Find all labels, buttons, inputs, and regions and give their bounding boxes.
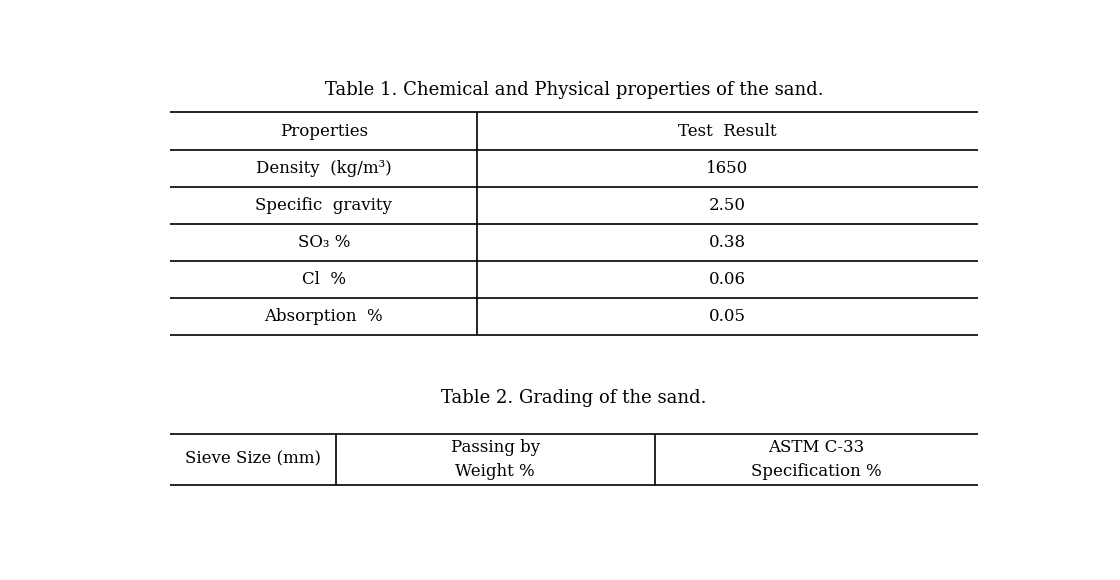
Text: 0.38: 0.38 (709, 234, 746, 251)
Text: Specific  gravity: Specific gravity (255, 197, 392, 214)
Text: 0.05: 0.05 (709, 309, 746, 325)
Text: Absorption  %: Absorption % (264, 309, 383, 325)
Text: Passing by
Weight %: Passing by Weight % (450, 439, 540, 480)
Text: 0.06: 0.06 (709, 271, 746, 288)
Text: Density  (kg/m³): Density (kg/m³) (255, 160, 392, 177)
Text: SO₃ %: SO₃ % (298, 234, 349, 251)
Text: ASTM C-33
Specification %: ASTM C-33 Specification % (750, 439, 881, 480)
Text: Sieve Size (mm): Sieve Size (mm) (185, 451, 321, 467)
Text: Cl  %: Cl % (301, 271, 346, 288)
Text: Table 2. Grading of the sand.: Table 2. Grading of the sand. (441, 389, 707, 407)
Text: 2.50: 2.50 (709, 197, 746, 214)
Text: Test  Result: Test Result (678, 122, 776, 140)
Text: 1650: 1650 (707, 160, 748, 177)
Text: Table 1. Chemical and Physical properties of the sand.: Table 1. Chemical and Physical propertie… (325, 81, 823, 99)
Text: Properties: Properties (280, 122, 367, 140)
